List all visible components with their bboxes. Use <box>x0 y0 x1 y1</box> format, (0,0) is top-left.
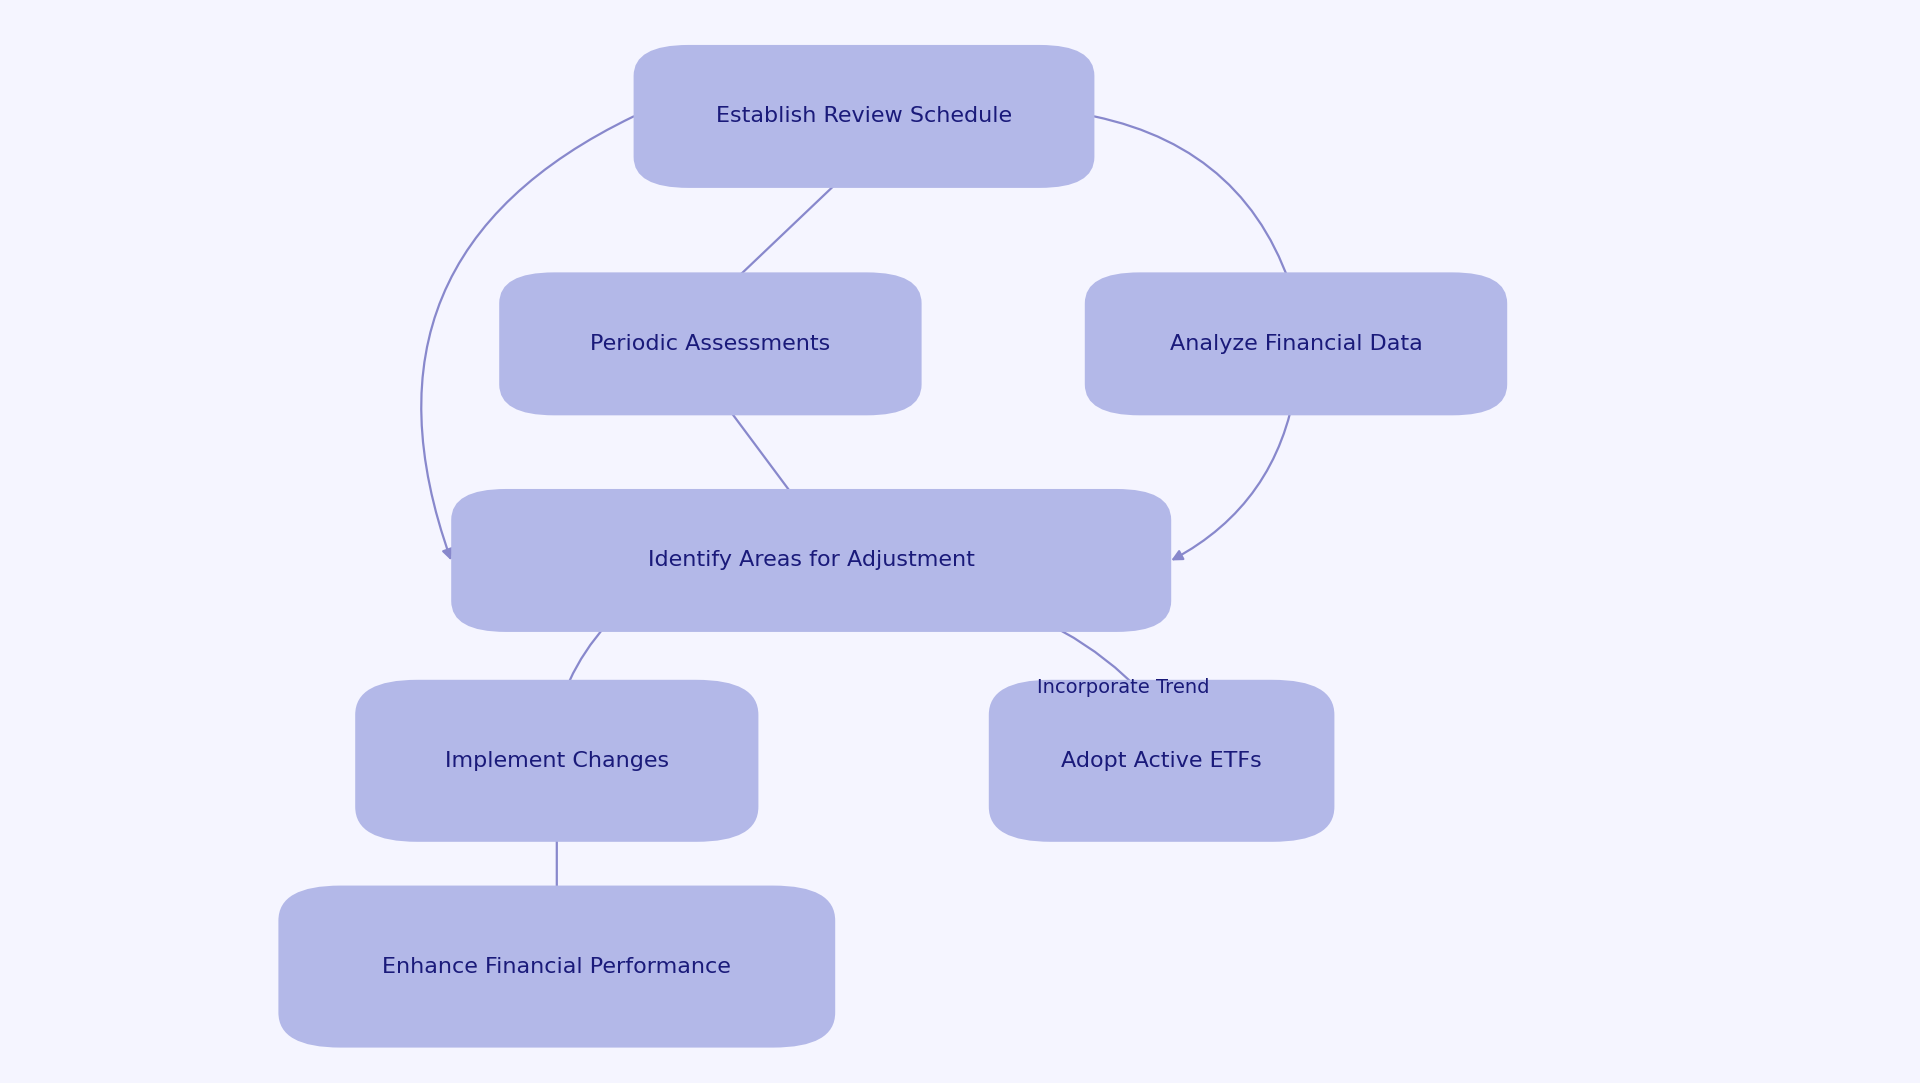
FancyBboxPatch shape <box>278 886 835 1047</box>
Text: Enhance Financial Performance: Enhance Financial Performance <box>382 956 732 977</box>
FancyBboxPatch shape <box>634 45 1094 188</box>
Text: Identify Areas for Adjustment: Identify Areas for Adjustment <box>647 550 975 571</box>
Text: Adopt Active ETFs: Adopt Active ETFs <box>1062 751 1261 771</box>
FancyBboxPatch shape <box>989 680 1334 841</box>
FancyBboxPatch shape <box>1085 272 1507 415</box>
Text: Establish Review Schedule: Establish Review Schedule <box>716 106 1012 127</box>
Text: Incorporate Trend: Incorporate Trend <box>1037 678 1210 697</box>
FancyBboxPatch shape <box>499 272 922 415</box>
Text: Analyze Financial Data: Analyze Financial Data <box>1169 334 1423 354</box>
FancyBboxPatch shape <box>355 680 758 841</box>
Text: Periodic Assessments: Periodic Assessments <box>589 334 831 354</box>
Text: Implement Changes: Implement Changes <box>445 751 668 771</box>
FancyBboxPatch shape <box>451 490 1171 632</box>
